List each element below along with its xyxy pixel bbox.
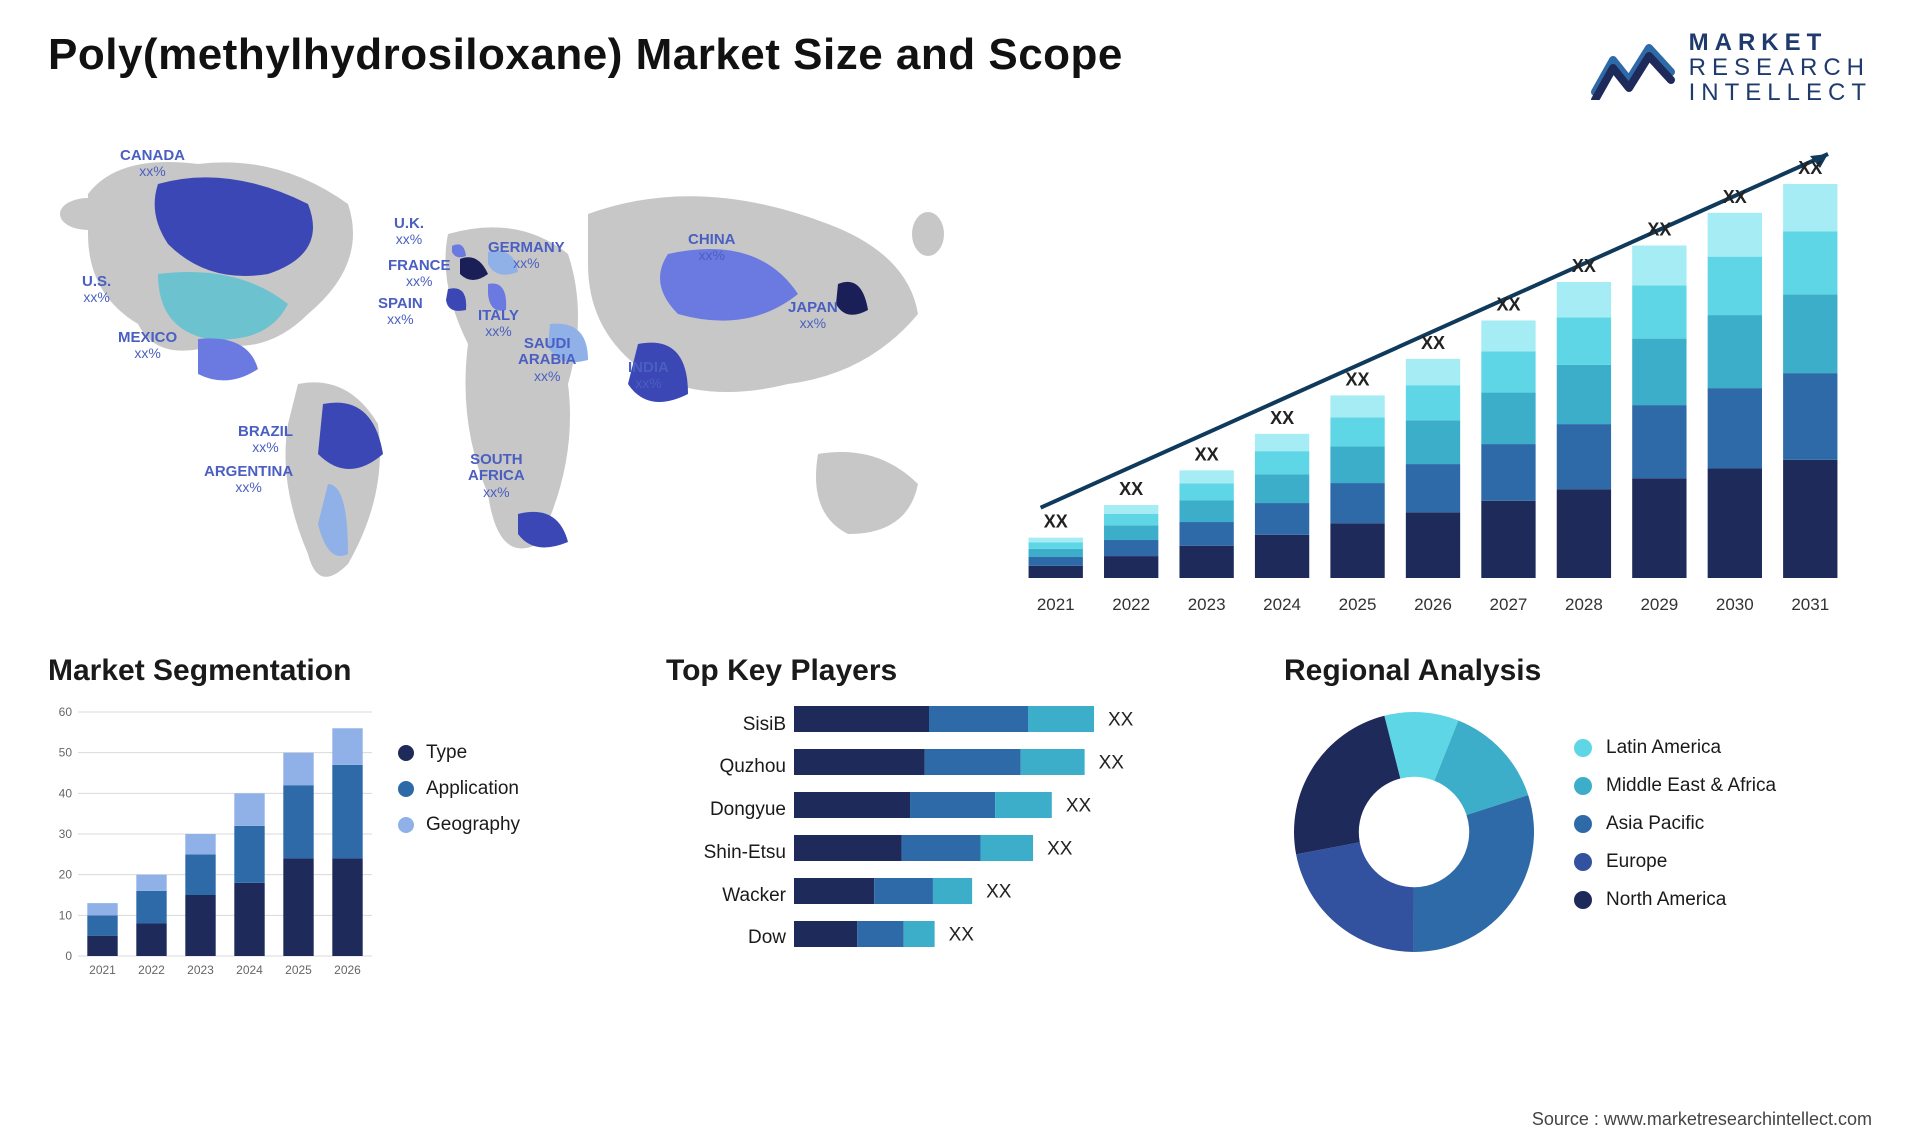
svg-text:2023: 2023 <box>187 963 214 977</box>
svg-text:XX: XX <box>1798 158 1822 178</box>
svg-text:40: 40 <box>59 786 73 800</box>
svg-text:30: 30 <box>59 827 73 841</box>
map-label: SAUDIARABIAxx% <box>518 336 576 384</box>
svg-text:2024: 2024 <box>236 963 263 977</box>
players-chart: XX XX XX XX XX XX <box>794 702 1174 972</box>
map-label: FRANCExx% <box>388 258 451 290</box>
logo-text-1: MARKET <box>1689 30 1872 55</box>
svg-text:2021: 2021 <box>89 963 116 977</box>
svg-text:XX: XX <box>1723 186 1747 206</box>
svg-text:XX: XX <box>1572 256 1596 276</box>
svg-text:XX: XX <box>1496 294 1520 314</box>
map-label: U.S.xx% <box>82 274 111 306</box>
svg-text:2022: 2022 <box>1112 595 1150 614</box>
logo-text-2: RESEARCH <box>1689 55 1872 80</box>
svg-text:XX: XX <box>986 881 1012 902</box>
svg-text:60: 60 <box>59 705 73 719</box>
regional-panel: Regional Analysis Latin America Middle Ea… <box>1284 654 1872 982</box>
svg-text:XX: XX <box>1066 795 1092 816</box>
players-label-list: SisiBQuzhouDongyueShin-EtsuWackerDow <box>666 702 786 972</box>
regional-legend-item: Latin America <box>1574 737 1776 759</box>
map-label: ARGENTINAxx% <box>204 464 293 496</box>
brand-logo: MARKET RESEARCH INTELLECT <box>1591 30 1872 106</box>
svg-text:2025: 2025 <box>1339 595 1377 614</box>
map-label: JAPANxx% <box>788 300 838 332</box>
logo-icon <box>1591 36 1675 100</box>
svg-text:XX: XX <box>1421 332 1445 352</box>
player-label: Dow <box>666 917 786 960</box>
svg-text:XX: XX <box>1044 511 1068 531</box>
map-label: SPAINxx% <box>378 296 423 328</box>
map-label: U.K.xx% <box>394 216 424 248</box>
regional-legend-item: Middle East & Africa <box>1574 775 1776 797</box>
regional-legend-item: North America <box>1574 889 1776 911</box>
player-label: Quzhou <box>666 746 786 789</box>
svg-text:10: 10 <box>59 908 73 922</box>
player-label: Wacker <box>666 875 786 918</box>
svg-text:2023: 2023 <box>1188 595 1226 614</box>
source-credit: Source : www.marketresearchintellect.com <box>1532 1109 1872 1130</box>
map-label: SOUTHAFRICAxx% <box>468 452 525 500</box>
map-label: BRAZILxx% <box>238 424 293 456</box>
svg-text:XX: XX <box>1047 838 1073 859</box>
logo-text-3: INTELLECT <box>1689 80 1872 105</box>
player-label: Shin-Etsu <box>666 832 786 875</box>
svg-text:2025: 2025 <box>285 963 312 977</box>
world-map: CANADAxx% U.S.xx%MEXICOxx% BRAZILxx% ARGENT… <box>48 124 968 624</box>
svg-text:XX: XX <box>1647 219 1671 239</box>
svg-text:2026: 2026 <box>334 963 361 977</box>
svg-text:2030: 2030 <box>1716 595 1754 614</box>
svg-text:2029: 2029 <box>1640 595 1678 614</box>
segmentation-panel: Market Segmentation 0 10 20 30 40 50 60 2021 202… <box>48 654 636 982</box>
svg-text:XX: XX <box>949 924 975 945</box>
header: Poly(methylhydrosiloxane) Market Size an… <box>48 30 1872 106</box>
map-label: CANADAxx% <box>120 148 185 180</box>
map-label: INDIAxx% <box>628 360 669 392</box>
segmentation-legend-item: Application <box>398 778 520 800</box>
players-panel: Top Key Players SisiBQuzhouDongyueShin-E… <box>666 654 1254 982</box>
map-label: CHINAxx% <box>688 232 736 264</box>
svg-text:2027: 2027 <box>1490 595 1528 614</box>
world-map-svg <box>48 124 968 624</box>
svg-text:2024: 2024 <box>1263 595 1301 614</box>
map-label: MEXICOxx% <box>118 330 177 362</box>
svg-text:XX: XX <box>1099 752 1125 773</box>
players-title: Top Key Players <box>666 654 1254 688</box>
svg-text:2021: 2021 <box>1037 595 1075 614</box>
map-label: ITALYxx% <box>478 308 519 340</box>
player-label: SisiB <box>666 704 786 747</box>
svg-text:2022: 2022 <box>138 963 165 977</box>
page-title: Poly(methylhydrosiloxane) Market Size an… <box>48 30 1123 80</box>
svg-text:2031: 2031 <box>1791 595 1829 614</box>
player-label: Dongyue <box>666 789 786 832</box>
svg-text:XX: XX <box>1108 709 1134 730</box>
regional-title: Regional Analysis <box>1284 654 1872 688</box>
svg-text:2026: 2026 <box>1414 595 1452 614</box>
svg-text:XX: XX <box>1346 369 1370 389</box>
map-label: GERMANYxx% <box>488 240 565 272</box>
svg-text:XX: XX <box>1119 479 1143 499</box>
svg-text:2028: 2028 <box>1565 595 1603 614</box>
segmentation-legend-item: Type <box>398 742 520 764</box>
svg-text:20: 20 <box>59 867 73 881</box>
svg-text:XX: XX <box>1195 444 1219 464</box>
regional-legend: Latin America Middle East & Africa Asia Pa… <box>1574 737 1776 927</box>
svg-text:50: 50 <box>59 745 73 759</box>
svg-text:0: 0 <box>65 949 72 963</box>
segmentation-legend: Type Application Geography <box>398 742 520 982</box>
regional-legend-item: Asia Pacific <box>1574 813 1776 835</box>
segmentation-title: Market Segmentation <box>48 654 636 688</box>
svg-text:XX: XX <box>1270 407 1294 427</box>
regional-donut <box>1284 702 1544 962</box>
segmentation-chart: 0 10 20 30 40 50 60 2021 2022 2023 2024 2025 2026 <box>48 702 378 982</box>
regional-legend-item: Europe <box>1574 851 1776 873</box>
growth-bar-chart: XX 2021 XX 2022 XX 2023 XX 2024 XX 2025 XX 2026 XX 20… <box>1008 124 1872 624</box>
segmentation-legend-item: Geography <box>398 814 520 836</box>
